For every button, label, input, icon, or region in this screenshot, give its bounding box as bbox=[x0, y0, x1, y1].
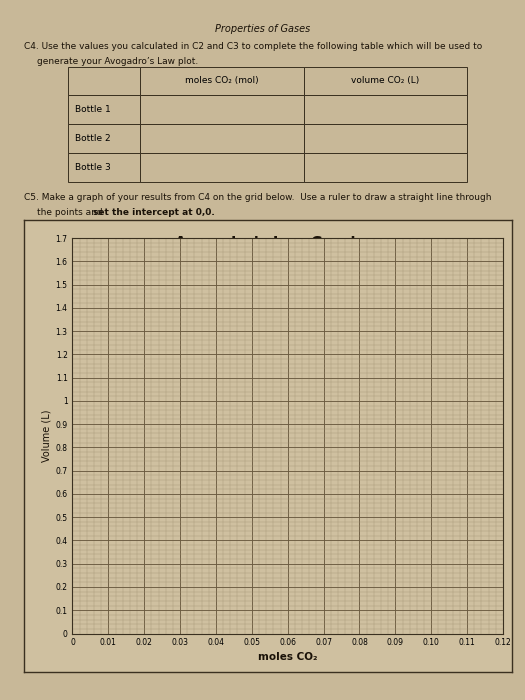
Text: Avogadro’s Law Graph: Avogadro’s Law Graph bbox=[175, 237, 361, 251]
Text: generate your Avogadro’s Law plot.: generate your Avogadro’s Law plot. bbox=[37, 57, 198, 66]
Text: the points and: the points and bbox=[37, 208, 105, 217]
Text: set the intercept at 0,0.: set the intercept at 0,0. bbox=[93, 208, 215, 217]
Y-axis label: Volume (L): Volume (L) bbox=[41, 410, 51, 462]
Text: C4. Use the values you calculated in C2 and C3 to complete the following table w: C4. Use the values you calculated in C2 … bbox=[24, 42, 482, 51]
Text: Properties of Gases: Properties of Gases bbox=[215, 25, 310, 34]
X-axis label: moles CO₂: moles CO₂ bbox=[258, 652, 318, 662]
Text: C5. Make a graph of your results from C4 on the grid below.  Use a ruler to draw: C5. Make a graph of your results from C4… bbox=[24, 193, 491, 202]
